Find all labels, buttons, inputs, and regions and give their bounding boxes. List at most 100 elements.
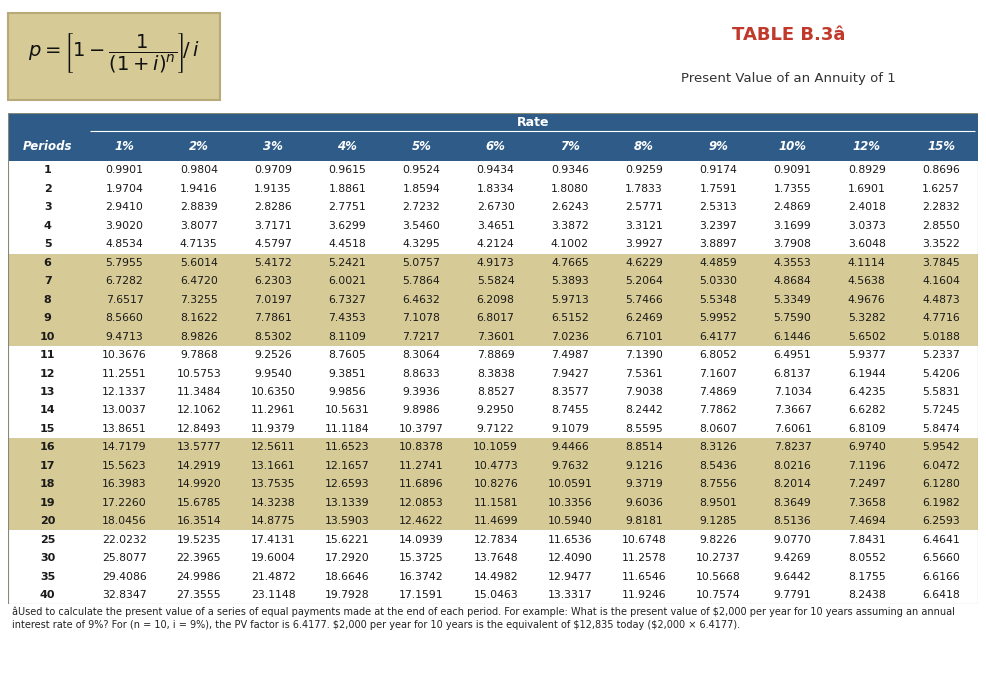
Text: 1.6901: 1.6901 xyxy=(848,184,885,194)
Text: âUsed to calculate the present value of a series of equal payments made at the e: âUsed to calculate the present value of … xyxy=(12,606,954,630)
Text: 3.7908: 3.7908 xyxy=(774,240,811,249)
Text: 16.3742: 16.3742 xyxy=(399,571,444,581)
Text: 1.8861: 1.8861 xyxy=(328,184,366,194)
Text: 6.1944: 6.1944 xyxy=(848,369,885,378)
Text: 7.1078: 7.1078 xyxy=(402,313,441,323)
Text: 11.1184: 11.1184 xyxy=(325,424,370,434)
Text: 9.9540: 9.9540 xyxy=(254,369,292,378)
Text: 2%: 2% xyxy=(189,141,209,153)
Text: 7.1390: 7.1390 xyxy=(625,350,663,360)
Text: 12.1337: 12.1337 xyxy=(103,387,147,397)
Text: 7.5361: 7.5361 xyxy=(625,369,663,378)
Text: 5.8474: 5.8474 xyxy=(922,424,960,434)
Text: 4.2124: 4.2124 xyxy=(477,240,515,249)
Text: 8.1622: 8.1622 xyxy=(179,313,218,323)
Bar xyxy=(8,457,978,475)
Text: 10.5631: 10.5631 xyxy=(324,405,370,415)
Text: 11.6546: 11.6546 xyxy=(622,571,667,581)
Text: 12.9477: 12.9477 xyxy=(547,571,593,581)
Text: 6.7101: 6.7101 xyxy=(625,332,663,342)
Text: 4.5638: 4.5638 xyxy=(848,276,885,286)
Text: 10: 10 xyxy=(40,332,55,342)
Text: 6.8017: 6.8017 xyxy=(476,313,515,323)
Text: 7.6517: 7.6517 xyxy=(106,295,143,305)
Text: 7.6061: 7.6061 xyxy=(774,424,811,434)
Text: 7.7862: 7.7862 xyxy=(699,405,738,415)
Text: 1.7591: 1.7591 xyxy=(699,184,738,194)
Text: 3.4651: 3.4651 xyxy=(477,221,515,231)
Text: 8.9826: 8.9826 xyxy=(179,332,218,342)
Text: 9.9856: 9.9856 xyxy=(328,387,366,397)
Text: 0.9804: 0.9804 xyxy=(179,166,218,176)
Text: 6.7327: 6.7327 xyxy=(328,295,366,305)
Text: 8.3577: 8.3577 xyxy=(551,387,589,397)
Text: 3.9020: 3.9020 xyxy=(106,221,144,231)
Text: 18.0456: 18.0456 xyxy=(103,516,147,526)
Text: 15.3725: 15.3725 xyxy=(399,553,444,563)
Text: 11.6896: 11.6896 xyxy=(399,479,444,489)
Text: 9.0770: 9.0770 xyxy=(774,535,811,544)
Text: 5.5348: 5.5348 xyxy=(699,295,738,305)
Text: Rate: Rate xyxy=(517,116,549,129)
Text: 13.7535: 13.7535 xyxy=(250,479,296,489)
Text: 7.0236: 7.0236 xyxy=(551,332,589,342)
Text: 1.9704: 1.9704 xyxy=(106,184,144,194)
Text: 20: 20 xyxy=(40,516,55,526)
Text: Present Value of an Annuity of 1: Present Value of an Annuity of 1 xyxy=(681,72,896,85)
Text: 9.1216: 9.1216 xyxy=(625,461,663,471)
Bar xyxy=(8,327,978,346)
Text: 3.3522: 3.3522 xyxy=(922,240,960,249)
Text: 6.9740: 6.9740 xyxy=(848,442,885,452)
Text: 13.1661: 13.1661 xyxy=(250,461,296,471)
Text: 8.3649: 8.3649 xyxy=(774,498,811,508)
Text: 4.8534: 4.8534 xyxy=(106,240,143,249)
Text: 8.0607: 8.0607 xyxy=(699,424,738,434)
Text: 13.5903: 13.5903 xyxy=(324,516,370,526)
Text: 2.8286: 2.8286 xyxy=(254,203,292,213)
Text: 13.1339: 13.1339 xyxy=(325,498,370,508)
Text: 8.5136: 8.5136 xyxy=(774,516,811,526)
Bar xyxy=(8,438,978,457)
Text: 17: 17 xyxy=(39,461,55,471)
Text: 2.6243: 2.6243 xyxy=(551,203,589,213)
Text: 0.9901: 0.9901 xyxy=(106,166,144,176)
Text: 8.7556: 8.7556 xyxy=(699,479,738,489)
Text: 4: 4 xyxy=(43,221,51,231)
Text: 23.1148: 23.1148 xyxy=(250,590,296,600)
Text: 9.4466: 9.4466 xyxy=(551,442,589,452)
Text: 8.0216: 8.0216 xyxy=(774,461,811,471)
Text: 12.0853: 12.0853 xyxy=(399,498,444,508)
Text: 4.1114: 4.1114 xyxy=(848,258,885,268)
Text: 4%: 4% xyxy=(337,141,357,153)
Text: 7.4694: 7.4694 xyxy=(848,516,885,526)
Text: 11.4699: 11.4699 xyxy=(473,516,518,526)
Text: 5.7466: 5.7466 xyxy=(625,295,663,305)
Text: 5.5824: 5.5824 xyxy=(477,276,515,286)
Text: 8.7455: 8.7455 xyxy=(551,405,589,415)
Text: 11.6536: 11.6536 xyxy=(547,535,593,544)
Text: 7.1196: 7.1196 xyxy=(848,461,885,471)
Text: 9.1079: 9.1079 xyxy=(551,424,589,434)
Text: 12.7834: 12.7834 xyxy=(473,535,518,544)
Text: 4.9173: 4.9173 xyxy=(477,258,515,268)
Text: 2.5313: 2.5313 xyxy=(699,203,738,213)
Bar xyxy=(8,586,978,604)
Text: 5.4206: 5.4206 xyxy=(922,369,960,378)
Text: 5.6014: 5.6014 xyxy=(179,258,218,268)
Text: 4.4859: 4.4859 xyxy=(699,258,738,268)
Text: 6.4235: 6.4235 xyxy=(848,387,885,397)
Text: 9.6442: 9.6442 xyxy=(774,571,811,581)
Text: 3.8897: 3.8897 xyxy=(699,240,738,249)
Text: 10.6748: 10.6748 xyxy=(622,535,667,544)
Text: 4.1002: 4.1002 xyxy=(551,240,589,249)
Text: 14.0939: 14.0939 xyxy=(399,535,444,544)
Text: 19: 19 xyxy=(39,498,55,508)
Text: 8.8633: 8.8633 xyxy=(402,369,441,378)
Text: 10.2737: 10.2737 xyxy=(696,553,740,563)
Text: 12: 12 xyxy=(39,369,55,378)
Text: 6%: 6% xyxy=(486,141,506,153)
Text: 10.7574: 10.7574 xyxy=(696,590,740,600)
Text: 8.2438: 8.2438 xyxy=(848,590,885,600)
Text: 10.6350: 10.6350 xyxy=(250,387,296,397)
Text: 7.8431: 7.8431 xyxy=(848,535,885,544)
